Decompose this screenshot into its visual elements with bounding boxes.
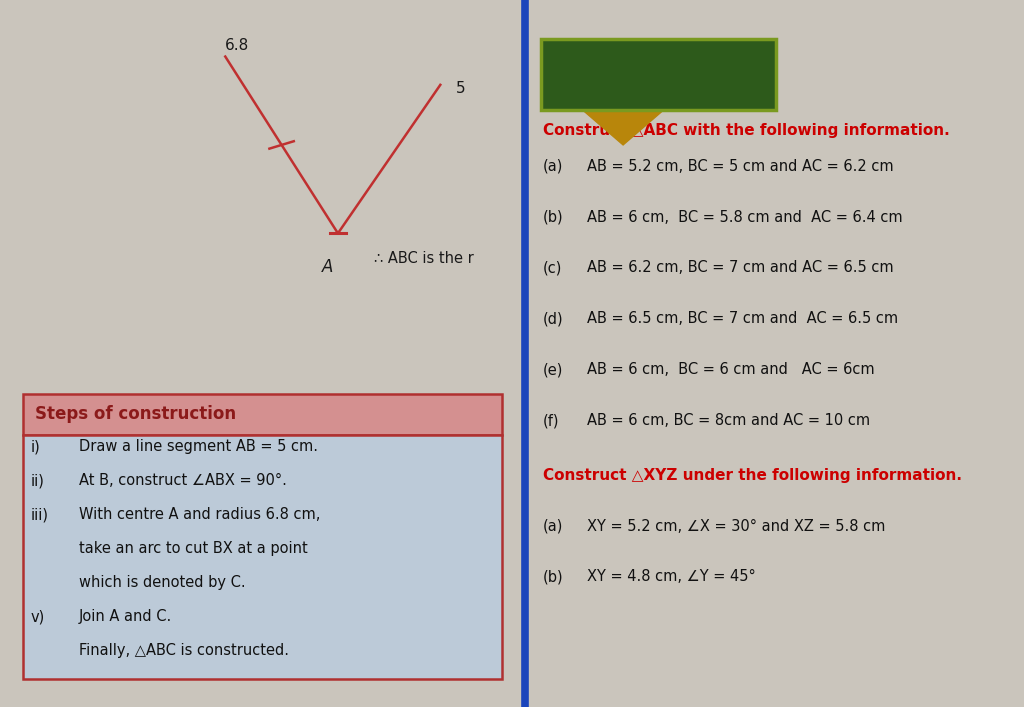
Text: (b): (b)	[543, 209, 563, 225]
FancyBboxPatch shape	[23, 394, 502, 435]
Text: Join A and C.: Join A and C.	[79, 609, 172, 624]
FancyBboxPatch shape	[23, 435, 502, 679]
Text: ∴ ABC is the r: ∴ ABC is the r	[374, 250, 473, 266]
Text: XY = 5.2 cm, ∠X = 30° and XZ = 5.8 cm: XY = 5.2 cm, ∠X = 30° and XZ = 5.8 cm	[587, 518, 885, 534]
Text: (a): (a)	[543, 518, 563, 534]
Text: AB = 6.5 cm, BC = 7 cm and  AC = 6.5 cm: AB = 6.5 cm, BC = 7 cm and AC = 6.5 cm	[587, 311, 898, 327]
Text: Finally, △ABC is constructed.: Finally, △ABC is constructed.	[79, 643, 289, 658]
Text: (f): (f)	[543, 413, 559, 428]
Text: iii): iii)	[31, 507, 49, 522]
Text: (c): (c)	[543, 260, 562, 276]
Text: (e): (e)	[543, 362, 563, 378]
Text: AB = 6 cm,  BC = 5.8 cm and  AC = 6.4 cm: AB = 6 cm, BC = 5.8 cm and AC = 6.4 cm	[587, 209, 902, 225]
Text: Draw a line segment AB = 5 cm.: Draw a line segment AB = 5 cm.	[79, 439, 317, 455]
Text: With centre A and radius 6.8 cm,: With centre A and radius 6.8 cm,	[79, 507, 321, 522]
Text: v): v)	[31, 609, 45, 624]
Text: (a): (a)	[543, 158, 563, 174]
Text: At B, construct ∠ABX = 90°.: At B, construct ∠ABX = 90°.	[79, 473, 287, 489]
Text: Steps of construction: Steps of construction	[35, 405, 236, 423]
Polygon shape	[582, 110, 665, 145]
Text: Exercise 14(A): Exercise 14(A)	[579, 65, 738, 83]
Text: 5: 5	[456, 81, 465, 96]
Text: AB = 5.2 cm, BC = 5 cm and AC = 6.2 cm: AB = 5.2 cm, BC = 5 cm and AC = 6.2 cm	[587, 158, 893, 174]
Text: ii): ii)	[31, 473, 45, 489]
Text: which is denoted by C.: which is denoted by C.	[79, 575, 246, 590]
Text: AB = 6 cm,  BC = 6 cm and   AC = 6cm: AB = 6 cm, BC = 6 cm and AC = 6cm	[587, 362, 874, 378]
Text: 6.8: 6.8	[225, 38, 250, 53]
Text: i): i)	[31, 439, 41, 455]
Text: AB = 6 cm, BC = 8cm and AC = 10 cm: AB = 6 cm, BC = 8cm and AC = 10 cm	[587, 413, 869, 428]
Text: Construct △XYZ under the following information.: Construct △XYZ under the following infor…	[543, 467, 962, 483]
Text: A: A	[322, 258, 334, 276]
Text: (d): (d)	[543, 311, 563, 327]
FancyBboxPatch shape	[541, 39, 776, 110]
Text: Construct △ABC with the following information.: Construct △ABC with the following inform…	[543, 123, 949, 139]
Text: XY = 4.8 cm, ∠Y = 45°: XY = 4.8 cm, ∠Y = 45°	[587, 569, 760, 585]
Text: take an arc to cut BX at a point: take an arc to cut BX at a point	[79, 541, 307, 556]
Text: AB = 6.2 cm, BC = 7 cm and AC = 6.5 cm: AB = 6.2 cm, BC = 7 cm and AC = 6.5 cm	[587, 260, 893, 276]
Text: (b): (b)	[543, 569, 563, 585]
